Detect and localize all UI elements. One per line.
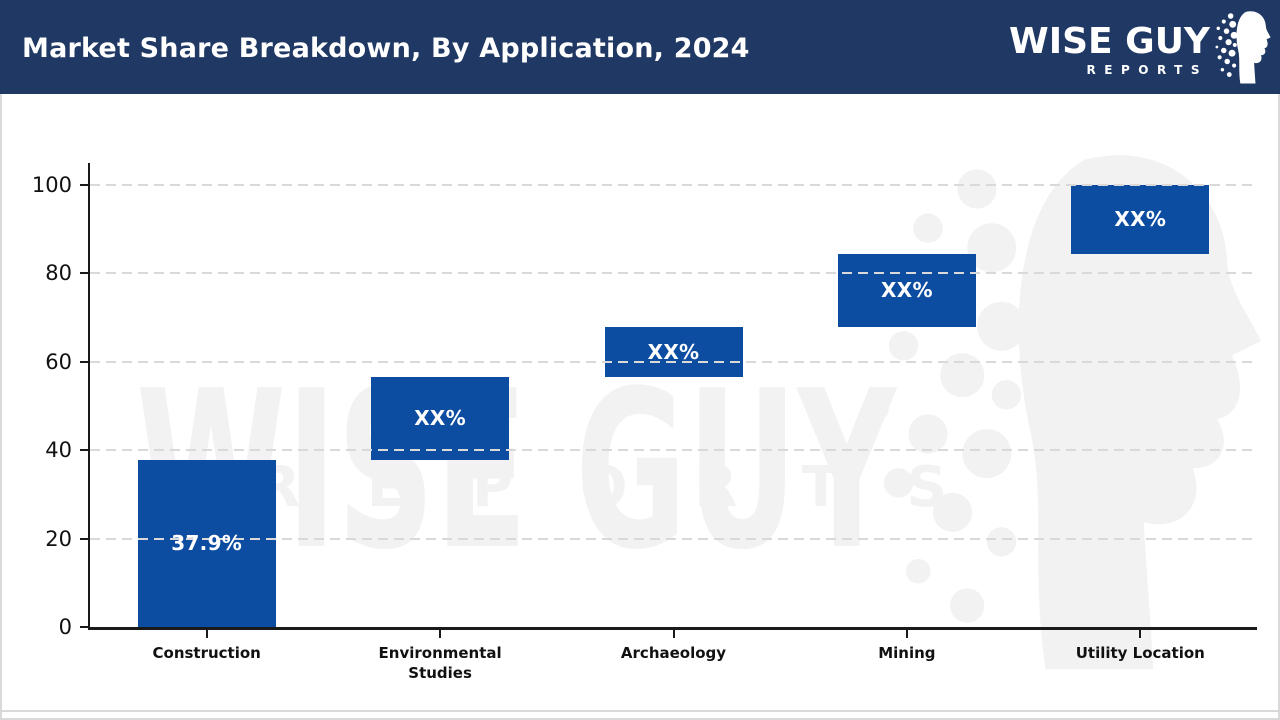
y-tick-mark <box>80 537 88 540</box>
bar-value-label: XX% <box>414 406 466 431</box>
x-tick-mark <box>905 630 908 638</box>
gridline-20 <box>90 537 1257 540</box>
y-axis-label-80: 80 <box>45 261 72 286</box>
bar-utility-location: XX% <box>1071 185 1210 254</box>
y-axis-label-100: 100 <box>31 173 72 198</box>
y-tick-mark <box>80 449 88 452</box>
x-axis-label-construction: Construction <box>152 644 261 662</box>
bar-environmental-studies: XX% <box>371 377 510 460</box>
header-bar: Market Share Breakdown, By Application, … <box>0 0 1280 94</box>
y-axis-label-60: 60 <box>45 349 72 374</box>
y-axis-label-20: 20 <box>45 526 72 551</box>
bar-archaeology: XX% <box>604 326 743 378</box>
bottom-border <box>2 712 1278 720</box>
gridline-80 <box>90 272 1257 275</box>
x-axis: Construction Environmental Studies Archaeo… <box>90 630 1257 700</box>
y-tick-mark <box>80 626 88 628</box>
x-tick-mark <box>439 630 442 638</box>
bar-construction: 37.9% <box>137 459 276 627</box>
y-tick-mark <box>80 184 88 187</box>
x-axis-label-mining: Mining <box>878 644 936 662</box>
logo-brand-subtitle: REPORTS <box>1086 63 1208 77</box>
bar-mining: XX% <box>837 253 976 327</box>
gridline-100 <box>90 184 1257 187</box>
x-tick-mark <box>1139 630 1142 638</box>
y-axis-label-40: 40 <box>45 438 72 463</box>
bar-value-label: 37.9% <box>171 531 243 556</box>
y-axis-label-0: 0 <box>58 615 72 639</box>
x-axis-label-archaeology: Archaeology <box>620 644 727 662</box>
plot-area: 37.9% XX% XX% XX% XX% <box>88 163 1257 630</box>
gridline-40 <box>90 449 1257 452</box>
chart-frame: WISE GUY REPORTS 0 20 40 60 80 100 37.9% XX% XX… <box>0 94 1280 720</box>
logo-text: WISE GUY REPORTS <box>1008 21 1210 78</box>
x-axis-label-utility-location: Utility Location <box>1075 644 1205 662</box>
wiseguy-head-icon <box>1215 11 1271 84</box>
wiseguy-logo: WISE GUY REPORTS <box>1009 4 1272 92</box>
bar-value-label: XX% <box>647 339 700 364</box>
x-tick-mark <box>672 630 675 638</box>
bar-value-label: XX% <box>1114 207 1167 232</box>
page-title: Market Share Breakdown, By Application, … <box>22 33 750 64</box>
x-tick-mark <box>205 630 208 638</box>
watermark-brand-subtitle: REPORTS <box>257 455 947 520</box>
bar-value-label: XX% <box>881 278 933 303</box>
chart-area: WISE GUY REPORTS 0 20 40 60 80 100 37.9% XX% XX… <box>2 94 1278 712</box>
gridline-60 <box>90 360 1257 363</box>
y-tick-mark <box>80 272 88 275</box>
y-tick-mark <box>80 360 88 363</box>
x-axis-label-environmental-studies: Environmental Studies <box>378 644 502 683</box>
logo-brand-name: WISE GUY <box>1008 21 1210 62</box>
y-axis: 0 20 40 60 80 100 <box>2 163 88 639</box>
